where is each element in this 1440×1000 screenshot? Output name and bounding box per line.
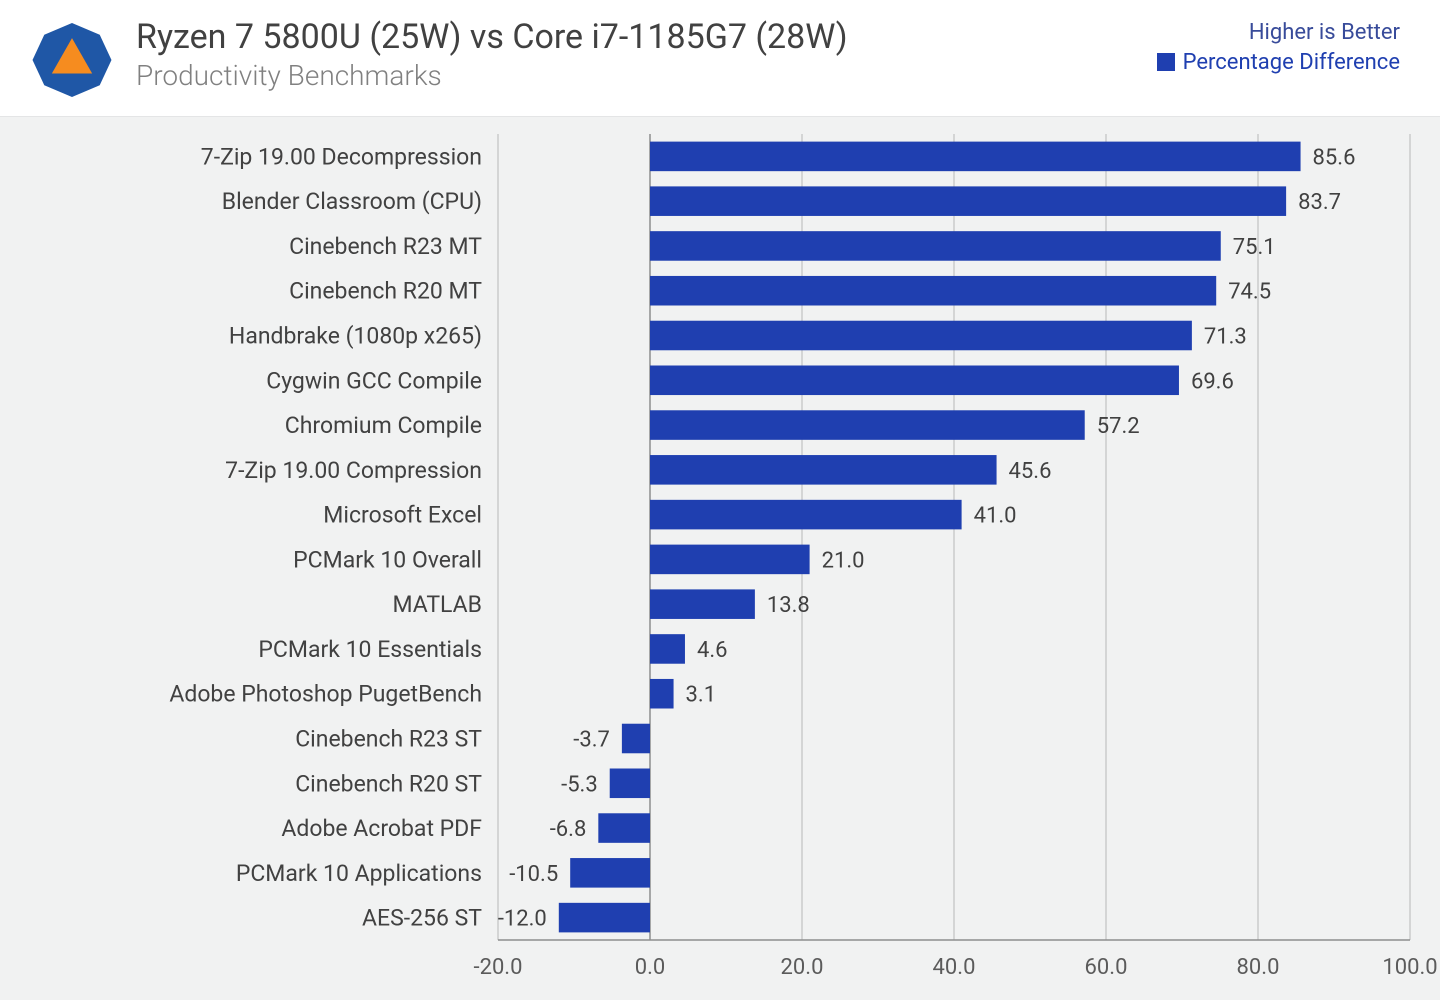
category-label: Cygwin GCC Compile — [266, 367, 482, 394]
value-label: 71.3 — [1204, 325, 1247, 350]
bar — [650, 276, 1216, 306]
value-label: 57.2 — [1097, 414, 1140, 439]
title-block: Ryzen 7 5800U (25W) vs Core i7-1185G7 (2… — [136, 18, 1157, 92]
plot-area: -20.0 0.0 20.0 40.0 60.0 80.0 100.0 7-Zip 19.00… — [0, 120, 1440, 1000]
legend-series: Percentage Difference — [1157, 48, 1400, 78]
category-label: PCMark 10 Applications — [236, 860, 482, 887]
category-label: Cinebench R20 ST — [295, 770, 482, 797]
legend-block: Higher is Better Percentage Difference — [1157, 18, 1400, 77]
category-label: 7-Zip 19.00 Decompression — [201, 143, 482, 170]
site-logo-icon — [30, 18, 114, 102]
category-label: PCMark 10 Overall — [293, 546, 482, 573]
value-label: -10.5 — [509, 862, 558, 887]
x-tick-label: 60.0 — [1085, 955, 1128, 980]
bar — [650, 589, 755, 619]
value-label: -3.7 — [573, 728, 610, 753]
category-label: Cinebench R23 ST — [295, 726, 482, 753]
bar — [622, 724, 650, 754]
chart-subtitle: Productivity Benchmarks — [136, 59, 1157, 92]
bar — [650, 142, 1301, 172]
value-label: 85.6 — [1313, 145, 1356, 170]
category-label: Cinebench R23 MT — [289, 233, 482, 260]
bar — [650, 679, 674, 709]
value-label: 13.8 — [767, 593, 810, 618]
bar — [650, 366, 1179, 396]
value-label: 41.0 — [974, 504, 1017, 529]
plot-svg: -20.0 0.0 20.0 40.0 60.0 80.0 100.0 7-Zip 19.00… — [0, 120, 1440, 1000]
category-label: Chromium Compile — [285, 412, 482, 439]
x-tick-label: 20.0 — [781, 955, 824, 980]
value-label: -5.3 — [561, 772, 598, 797]
value-label: 21.0 — [822, 548, 865, 573]
legend-swatch-icon — [1157, 53, 1175, 71]
bar — [610, 769, 650, 799]
value-label: 3.1 — [686, 683, 717, 708]
bar — [650, 500, 962, 530]
bar — [598, 813, 650, 843]
category-label: PCMark 10 Essentials — [258, 636, 482, 663]
chart-header: Ryzen 7 5800U (25W) vs Core i7-1185G7 (2… — [0, 0, 1440, 117]
x-tick-label: 100.0 — [1382, 955, 1437, 980]
chart-card: Ryzen 7 5800U (25W) vs Core i7-1185G7 (2… — [0, 0, 1440, 1000]
legend-note: Higher is Better — [1157, 18, 1400, 48]
chart-title: Ryzen 7 5800U (25W) vs Core i7-1185G7 (2… — [136, 18, 1157, 57]
bar — [650, 321, 1192, 351]
bar — [650, 186, 1286, 216]
bar — [559, 903, 650, 933]
value-label: 83.7 — [1298, 190, 1341, 215]
bar — [650, 231, 1221, 261]
bar — [570, 858, 650, 888]
value-label: -6.8 — [550, 817, 587, 842]
category-label: Microsoft Excel — [323, 502, 482, 529]
x-tick-label: 80.0 — [1237, 955, 1280, 980]
category-label: MATLAB — [393, 591, 483, 618]
category-label: Adobe Photoshop PugetBench — [169, 681, 482, 708]
bar — [650, 634, 685, 664]
value-label: 45.6 — [1009, 459, 1052, 484]
value-label: 74.5 — [1228, 280, 1271, 305]
value-label: 69.6 — [1191, 369, 1234, 394]
category-label: Handbrake (1080p x265) — [229, 323, 482, 350]
value-label: -12.0 — [498, 907, 547, 932]
x-tick-label: 40.0 — [933, 955, 976, 980]
value-label: 4.6 — [697, 638, 728, 663]
legend-series-label: Percentage Difference — [1183, 50, 1400, 75]
bar — [650, 455, 997, 485]
category-label: Cinebench R20 MT — [289, 278, 482, 305]
value-label: 75.1 — [1233, 235, 1276, 260]
x-tick-label: 0.0 — [635, 955, 666, 980]
category-label: AES-256 ST — [362, 905, 482, 932]
category-label: 7-Zip 19.00 Compression — [225, 457, 482, 484]
x-tick-label: -20.0 — [474, 955, 523, 980]
bar — [650, 410, 1085, 440]
bar — [650, 545, 810, 575]
category-label: Adobe Acrobat PDF — [281, 815, 482, 842]
category-label: Blender Classroom (CPU) — [222, 188, 482, 215]
